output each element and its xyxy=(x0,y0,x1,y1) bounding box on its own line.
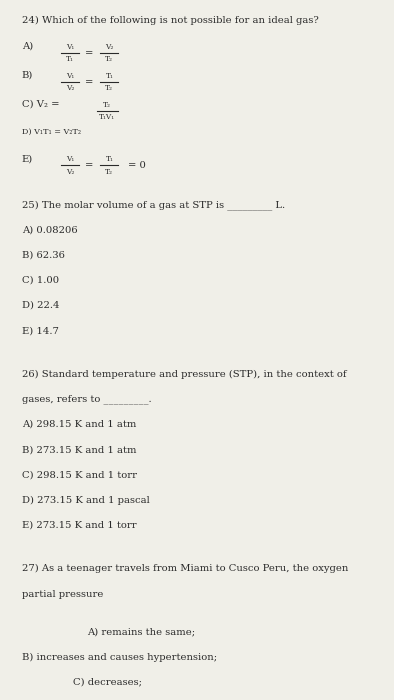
Text: C) 298.15 K and 1 torr: C) 298.15 K and 1 torr xyxy=(22,470,137,480)
Text: gases, refers to _________.: gases, refers to _________. xyxy=(22,395,151,405)
Text: A) 0.08206: A) 0.08206 xyxy=(22,225,77,234)
Text: V₂: V₂ xyxy=(105,43,113,51)
Text: 26) Standard temperature and pressure (STP), in the context of: 26) Standard temperature and pressure (S… xyxy=(22,370,346,379)
Text: T₂: T₂ xyxy=(105,85,113,92)
Text: B) increases and causes hypertension;: B) increases and causes hypertension; xyxy=(22,652,217,662)
Text: D) 22.4: D) 22.4 xyxy=(22,301,59,310)
Text: 25) The molar volume of a gas at STP is _________ L.: 25) The molar volume of a gas at STP is … xyxy=(22,200,285,210)
Text: 24) Which of the following is not possible for an ideal gas?: 24) Which of the following is not possib… xyxy=(22,15,318,24)
Text: B): B) xyxy=(22,71,33,80)
Text: D) V₁T₁ = V₂T₂: D) V₁T₁ = V₂T₂ xyxy=(22,127,81,136)
Text: T₁: T₁ xyxy=(66,55,74,64)
Text: V₁: V₁ xyxy=(66,72,74,80)
Text: D) 273.15 K and 1 pascal: D) 273.15 K and 1 pascal xyxy=(22,496,149,505)
Text: T₁: T₁ xyxy=(106,155,113,163)
Text: =: = xyxy=(84,161,93,170)
Text: V₁: V₁ xyxy=(66,43,74,51)
Text: T₂: T₂ xyxy=(103,102,112,109)
Text: E) 14.7: E) 14.7 xyxy=(22,326,59,335)
Text: = 0: = 0 xyxy=(128,161,146,170)
Text: V₂: V₂ xyxy=(66,85,74,92)
Text: T₁V₁: T₁V₁ xyxy=(99,113,115,121)
Text: V₁: V₁ xyxy=(66,155,74,163)
Text: 27) As a teenager travels from Miami to Cusco Peru, the oxygen: 27) As a teenager travels from Miami to … xyxy=(22,564,348,573)
Text: A): A) xyxy=(22,42,33,51)
Text: C) V₂ =: C) V₂ = xyxy=(22,100,59,109)
Text: B) 62.36: B) 62.36 xyxy=(22,251,65,260)
Text: E): E) xyxy=(22,154,33,163)
Text: T₂: T₂ xyxy=(105,55,113,64)
Text: V₂: V₂ xyxy=(66,167,74,176)
Text: =: = xyxy=(84,49,93,58)
Text: E) 273.15 K and 1 torr: E) 273.15 K and 1 torr xyxy=(22,521,136,530)
Text: A) 298.15 K and 1 atm: A) 298.15 K and 1 atm xyxy=(22,420,136,429)
Text: C) decreases;: C) decreases; xyxy=(73,678,142,687)
Text: T₂: T₂ xyxy=(105,167,113,176)
Text: A) remains the same;: A) remains the same; xyxy=(87,627,195,636)
Text: =: = xyxy=(84,78,93,87)
Text: B) 273.15 K and 1 atm: B) 273.15 K and 1 atm xyxy=(22,445,136,454)
Text: partial pressure: partial pressure xyxy=(22,589,103,598)
Text: C) 1.00: C) 1.00 xyxy=(22,276,59,285)
Text: T₁: T₁ xyxy=(106,72,113,80)
